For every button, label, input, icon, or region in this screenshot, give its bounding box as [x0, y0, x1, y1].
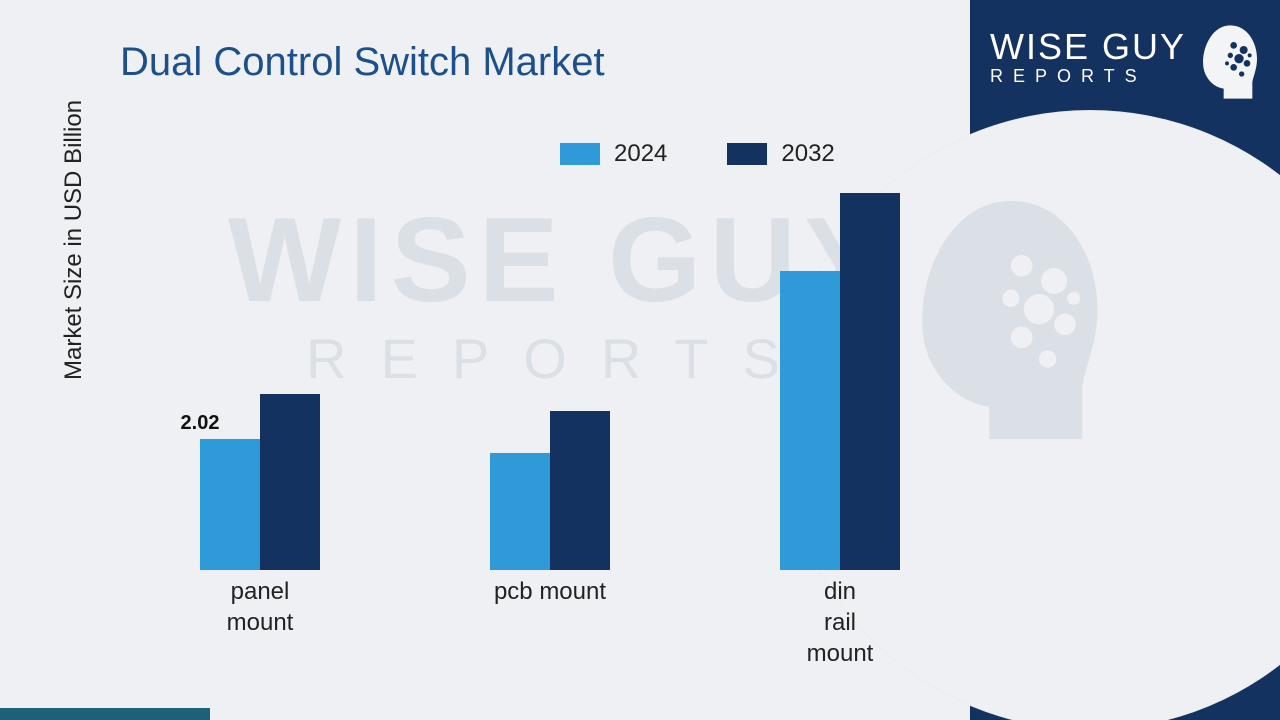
category-label-din-rail-mount: din rail mount	[760, 576, 920, 670]
legend-label-2024: 2024	[614, 140, 667, 168]
legend-label-2032: 2032	[781, 140, 834, 168]
category-label-pcb-mount: pcb mount	[470, 576, 630, 607]
bottom-accent-bar	[0, 708, 210, 720]
bar-2032-pcb-mount	[550, 411, 610, 570]
chart-legend: 2024 2032	[560, 140, 835, 168]
brand-line2: REPORTS	[990, 66, 1250, 87]
y-axis-label: Market Size in USD Billion	[60, 100, 88, 380]
brand-logo: WISE GUY REPORTS	[990, 26, 1250, 87]
legend-item-2024: 2024	[560, 140, 667, 168]
legend-item-2032: 2032	[727, 140, 834, 168]
bar-2024-din-rail-mount	[780, 271, 840, 570]
bar-2024-panel-mount	[200, 439, 260, 570]
brand-line1: WISE GUY	[990, 26, 1250, 68]
bar-value-label-panel-mount: 2.02	[170, 412, 230, 435]
bar-2032-din-rail-mount	[840, 193, 900, 570]
chart-title: Dual Control Switch Market	[120, 40, 605, 85]
chart-canvas: WISE GUY REPORTS WISE GUY REPORTS Dual C…	[0, 0, 1280, 720]
plot-area: 2.02	[140, 180, 960, 570]
category-label-panel-mount: panel mount	[180, 576, 340, 638]
bar-group-pcb-mount	[490, 180, 610, 570]
bar-2032-panel-mount	[260, 394, 320, 570]
bar-group-panel-mount: 2.02	[200, 180, 320, 570]
legend-swatch-2032	[727, 143, 767, 165]
bar-group-din-rail-mount	[780, 180, 900, 570]
bar-2024-pcb-mount	[490, 453, 550, 570]
legend-swatch-2024	[560, 143, 600, 165]
